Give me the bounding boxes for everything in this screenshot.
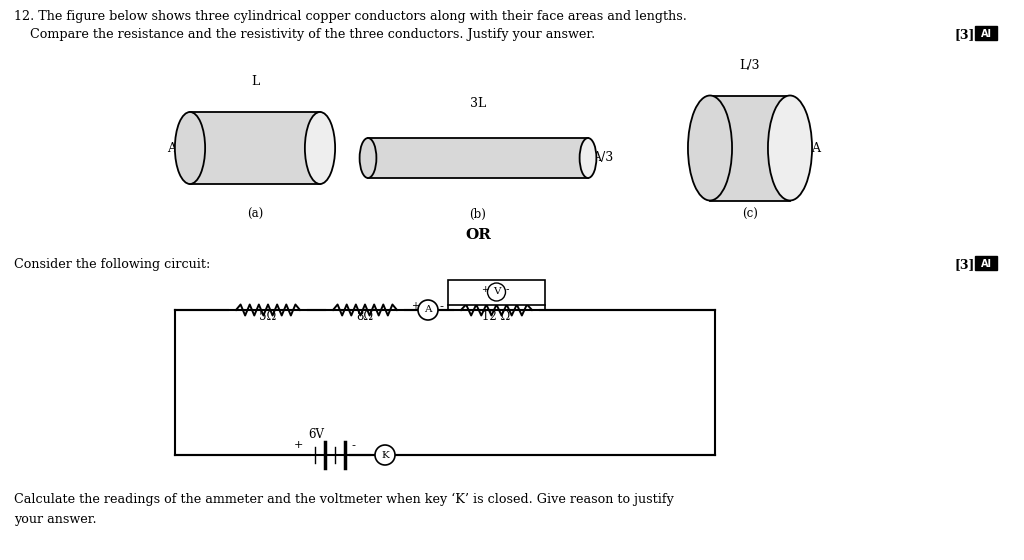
Bar — [975, 256, 997, 270]
Ellipse shape — [688, 96, 732, 200]
Bar — [368, 138, 588, 178]
Text: +: + — [293, 440, 303, 450]
Text: AI: AI — [981, 259, 991, 269]
Text: +: + — [411, 301, 419, 311]
Text: 3L: 3L — [470, 97, 486, 110]
Ellipse shape — [175, 112, 205, 184]
Text: (a): (a) — [247, 208, 263, 221]
Text: 12 Ω: 12 Ω — [482, 310, 511, 323]
Text: -: - — [439, 301, 443, 311]
Bar — [975, 26, 997, 40]
Text: (c): (c) — [742, 208, 758, 221]
Text: 8Ω: 8Ω — [356, 310, 374, 323]
Text: Compare the resistance and the resistivity of the three conductors. Justify your: Compare the resistance and the resistivi… — [14, 28, 595, 41]
Text: 6V: 6V — [308, 428, 324, 441]
Text: L/3: L/3 — [739, 59, 760, 72]
Text: (b): (b) — [470, 208, 486, 221]
Ellipse shape — [768, 96, 812, 200]
Text: AI: AI — [981, 29, 991, 39]
Text: A/3: A/3 — [592, 152, 613, 165]
Text: -: - — [351, 440, 355, 450]
Text: K: K — [381, 450, 389, 460]
Ellipse shape — [359, 138, 377, 178]
Text: L: L — [251, 75, 259, 88]
Bar — [449, 280, 545, 305]
Text: -: - — [506, 284, 509, 294]
Circle shape — [418, 300, 438, 320]
Text: Calculate the readings of the ammeter and the voltmeter when key ‘K’ is closed. : Calculate the readings of the ammeter an… — [14, 493, 674, 506]
Text: 12. The figure below shows three cylindrical copper conductors along with their : 12. The figure below shows three cylindr… — [14, 10, 687, 23]
Text: A: A — [424, 306, 432, 315]
Text: V: V — [493, 287, 501, 296]
Text: Consider the following circuit:: Consider the following circuit: — [14, 258, 210, 271]
Text: [3]: [3] — [955, 28, 976, 41]
Ellipse shape — [580, 138, 596, 178]
Text: A: A — [168, 142, 176, 155]
Bar — [710, 96, 790, 200]
Text: 5Ω: 5Ω — [259, 310, 276, 323]
Text: 3A: 3A — [804, 142, 821, 155]
Text: your answer.: your answer. — [14, 513, 96, 526]
Ellipse shape — [305, 112, 335, 184]
Circle shape — [375, 445, 395, 465]
Text: +: + — [480, 284, 488, 293]
Bar — [190, 112, 319, 184]
Text: [3]: [3] — [955, 258, 976, 271]
Circle shape — [487, 283, 506, 301]
Text: OR: OR — [465, 228, 490, 242]
